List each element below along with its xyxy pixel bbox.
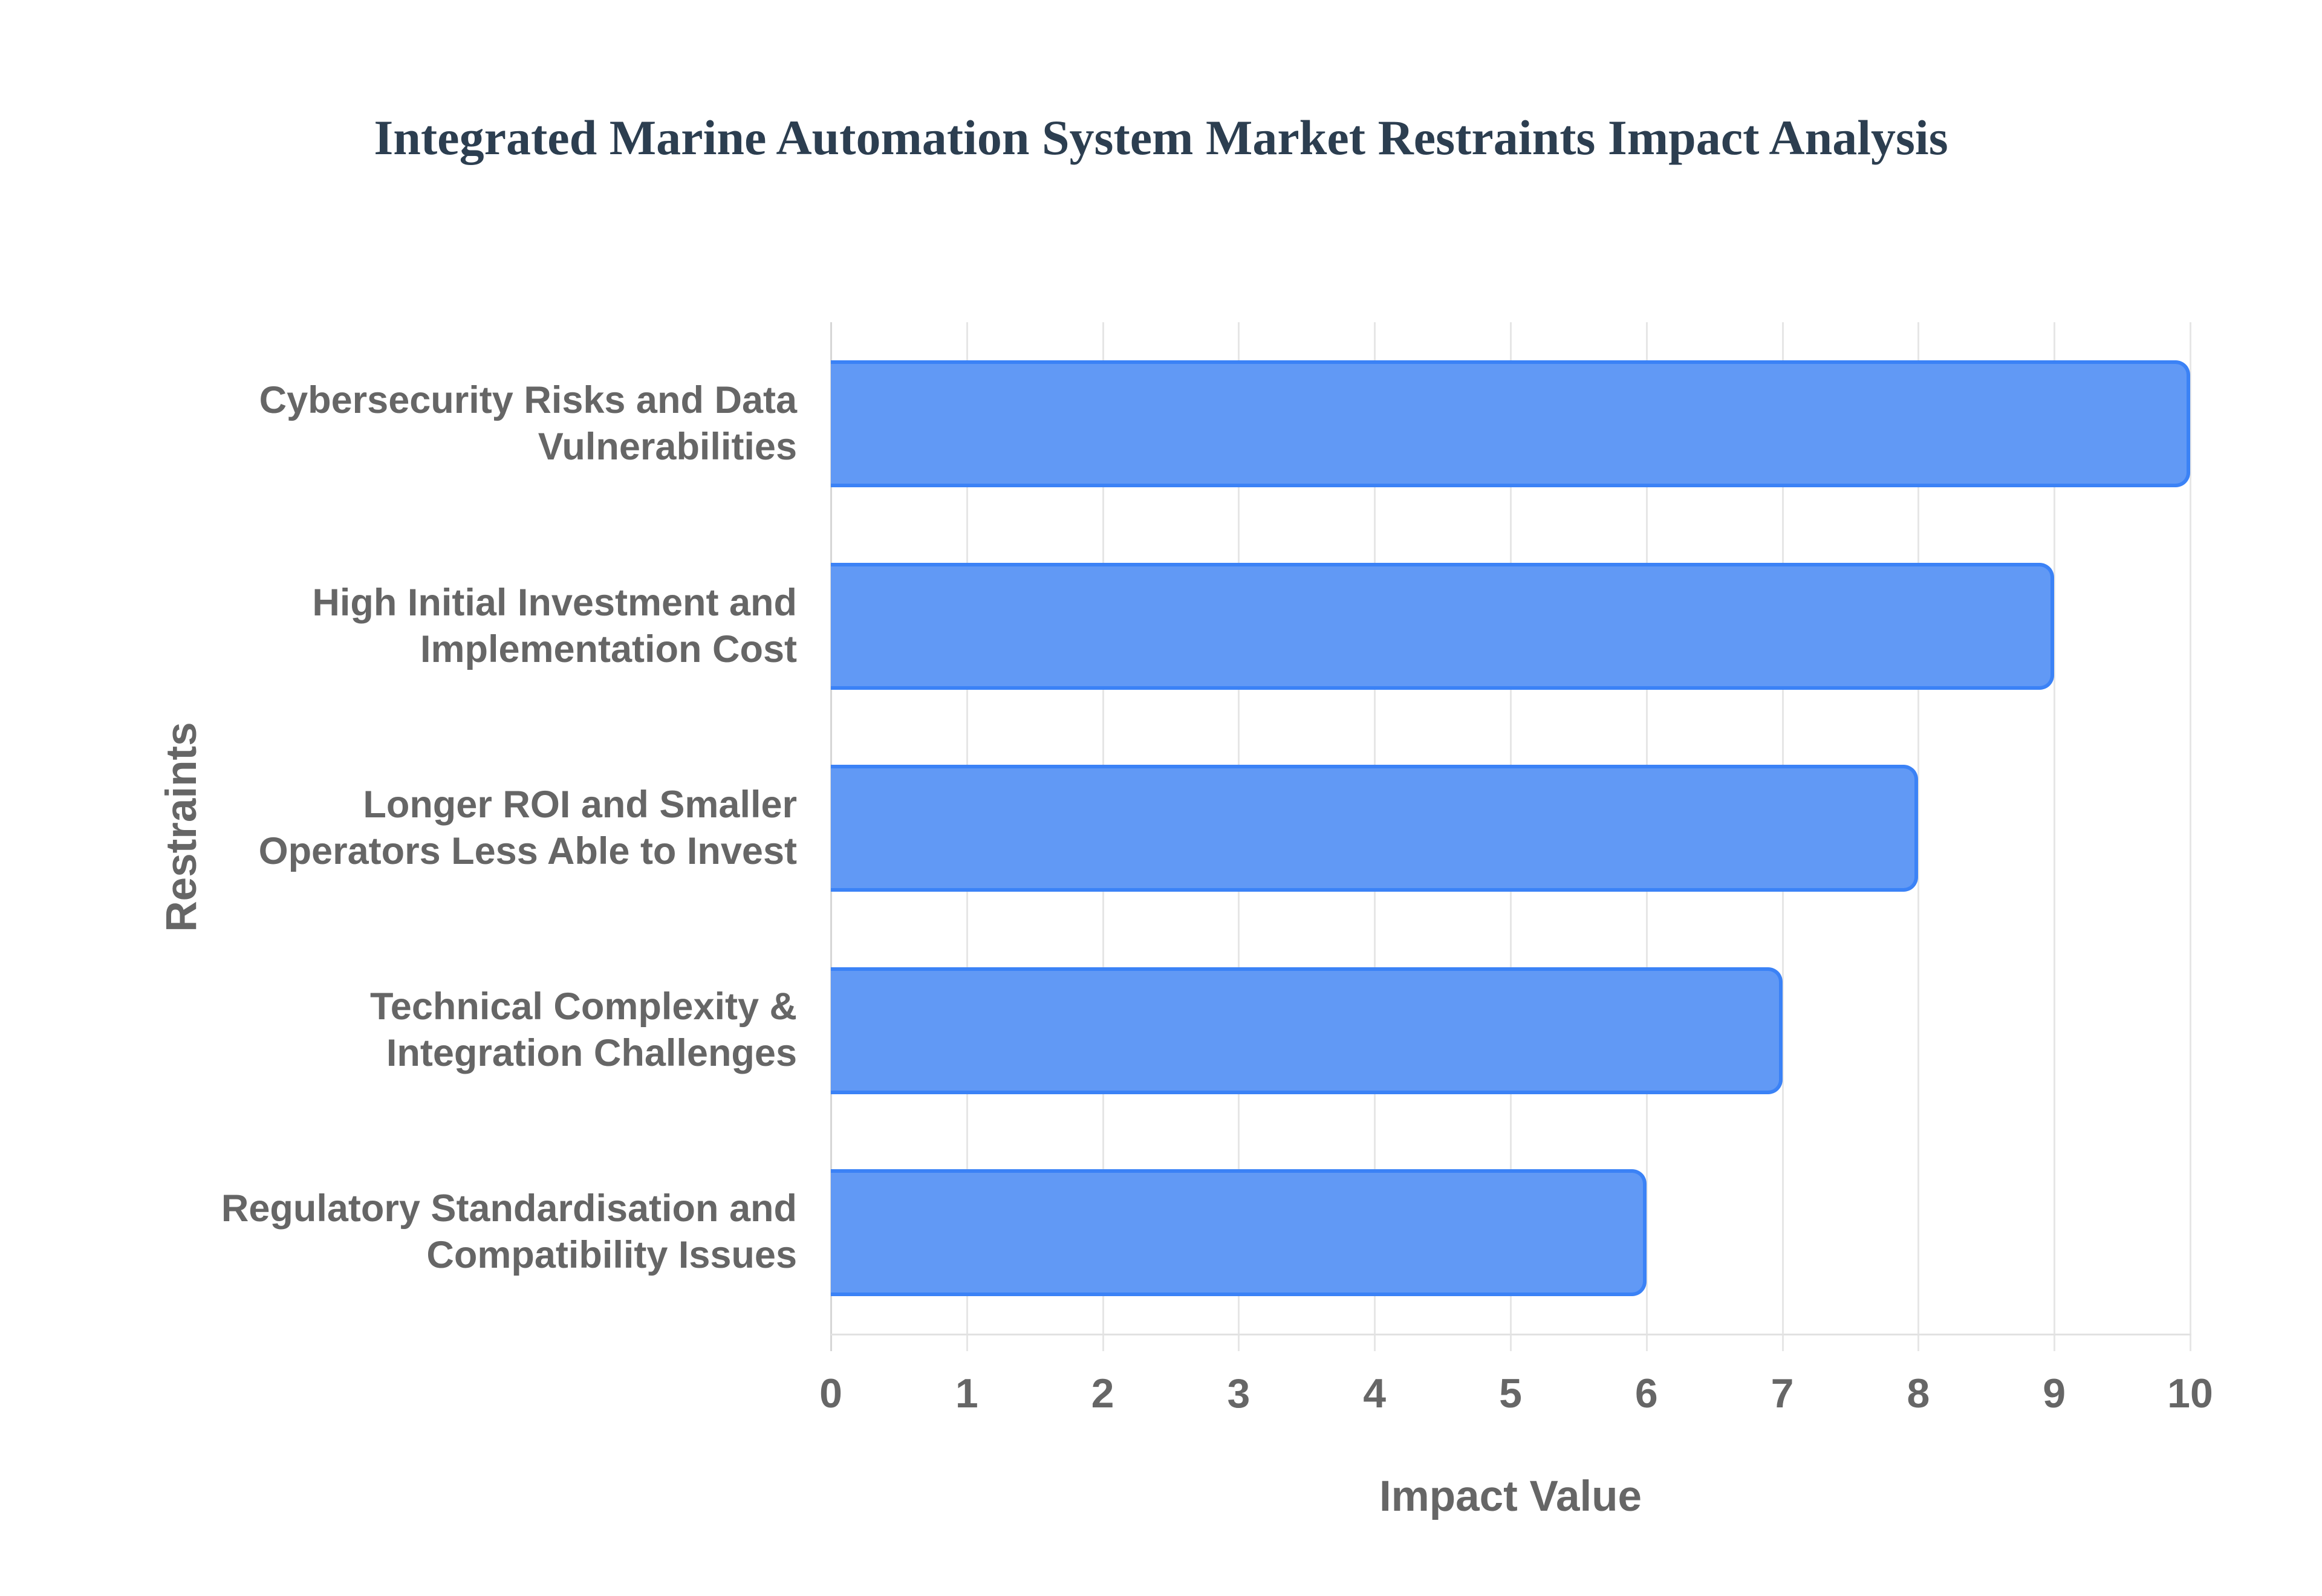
- x-axis-line: [831, 1334, 2191, 1335]
- y-category-label: Regulatory Standardisation and Compatibi…: [132, 1186, 797, 1279]
- gridline-8: [1917, 322, 1920, 1351]
- y-category-label-line: Vulnerabilities: [538, 426, 797, 468]
- gridline-10: [2190, 322, 2191, 1351]
- x-tick-label: 9: [2043, 1371, 2066, 1416]
- y-category-label-line: Longer ROI and Smaller: [363, 783, 797, 826]
- y-category-label: Technical Complexity & Integration Chall…: [132, 984, 797, 1077]
- x-tick-label: 4: [1363, 1371, 1387, 1416]
- x-tick-label: 1: [955, 1371, 978, 1416]
- gridline-9: [2054, 322, 2056, 1351]
- y-category-label-line: Regulatory Standardisation and: [221, 1187, 797, 1230]
- y-category-label-line: Operators Less Able to Invest: [258, 830, 797, 872]
- y-category-label: Cybersecurity Risks and Data Vulnerabili…: [132, 377, 797, 470]
- bar-longer-roi[interactable]: [831, 765, 1919, 892]
- chart-title: Integrated Marine Automation System Mark…: [374, 110, 1948, 165]
- bar-regulatory-standardisation[interactable]: [831, 1169, 1647, 1296]
- x-tick-label: 7: [1771, 1371, 1794, 1416]
- y-category-label-line: Compatibility Issues: [426, 1234, 797, 1276]
- x-tick-label: 6: [1634, 1371, 1658, 1416]
- y-category-label: High Initial Investment and Implementati…: [132, 580, 797, 673]
- x-axis-title: Impact Value: [1379, 1473, 1642, 1520]
- y-category-label: Longer ROI and Smaller Operators Less Ab…: [132, 782, 797, 875]
- y-category-label-line: Cybersecurity Risks and Data: [259, 379, 797, 421]
- x-tick-label: 10: [2167, 1371, 2213, 1416]
- x-tick-label: 8: [1907, 1371, 1930, 1416]
- bar-cybersecurity[interactable]: [831, 360, 2190, 487]
- y-category-label-line: Implementation Cost: [420, 628, 797, 670]
- y-category-label-line: High Initial Investment and: [312, 582, 797, 624]
- x-tick-label: 5: [1499, 1371, 1522, 1416]
- bar-high-initial-investment[interactable]: [831, 563, 2055, 690]
- bar-technical-complexity[interactable]: [831, 967, 1783, 1094]
- x-tick-label: 3: [1227, 1371, 1250, 1416]
- x-tick-label: 2: [1091, 1371, 1114, 1416]
- x-tick-label: 0: [819, 1371, 842, 1416]
- plot-area: 0 1 2 3 4 5 6 7 8 9 10: [819, 322, 2213, 1416]
- y-category-label-line: Integration Challenges: [386, 1032, 797, 1074]
- y-category-label-line: Technical Complexity &: [369, 985, 797, 1028]
